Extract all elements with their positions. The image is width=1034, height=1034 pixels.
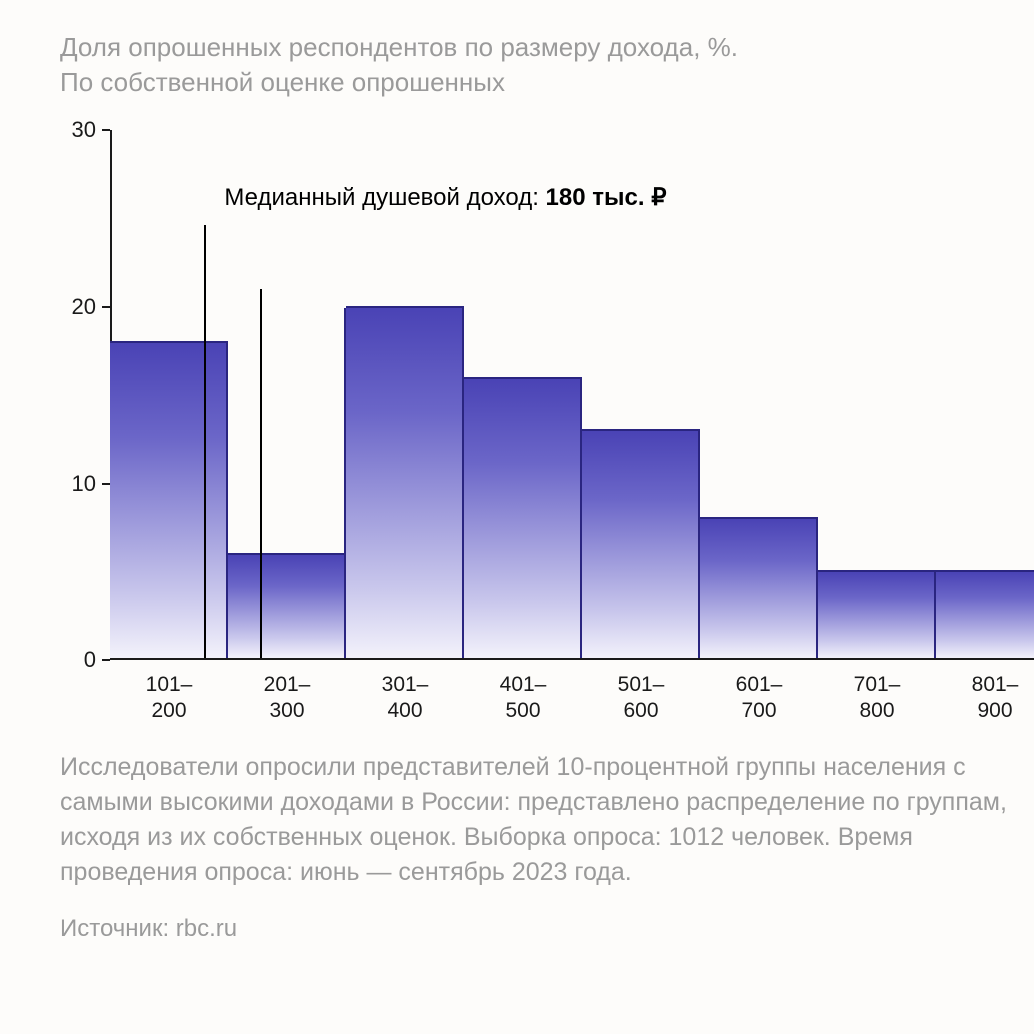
y-tick: [102, 306, 110, 308]
histogram-bar: [110, 341, 228, 658]
histogram-bar: [936, 570, 1034, 658]
histogram-bar: [818, 570, 936, 658]
x-tick-label: 301– 400: [382, 660, 429, 725]
title-line-2: По собственной оценке опрошенных: [60, 67, 505, 97]
histogram-bar: [582, 429, 700, 658]
bar-fill: [346, 308, 462, 658]
bar-fill: [700, 519, 816, 658]
bar-fill: [818, 572, 934, 658]
x-tick-label: 101– 200: [146, 660, 193, 725]
median-label-text: Медианный душевой доход:: [224, 184, 545, 211]
histogram-bar: [464, 377, 582, 659]
title-line-1: Доля опрошенных респондентов по размеру …: [60, 32, 738, 62]
x-tick-label: 701– 800: [854, 660, 901, 725]
bars-container: Медианный душевой доход: 180 тыс. ₽: [110, 130, 1034, 658]
y-tick: [102, 129, 110, 131]
bar-fill: [464, 379, 580, 659]
bar-fill: [582, 431, 698, 658]
median-annotation: Медианный душевой доход: 180 тыс. ₽: [224, 183, 666, 212]
source-label: Источник: rbc.ru: [60, 915, 1034, 943]
histogram-bar: [228, 553, 346, 659]
x-tick-label: 201– 300: [264, 660, 311, 725]
x-tick-label: 601– 700: [736, 660, 783, 725]
bar-fill: [228, 555, 344, 659]
median-line: [204, 225, 206, 658]
median-label-value: 180 тыс. ₽: [546, 184, 667, 211]
x-tick-label: 501– 600: [618, 660, 665, 725]
histogram-bar: [346, 306, 464, 658]
histogram-bar: [700, 517, 818, 658]
plot-area: Медианный душевой доход: 180 тыс. ₽ 0102…: [110, 130, 1034, 660]
chart: Медианный душевой доход: 180 тыс. ₽ 0102…: [60, 130, 1034, 730]
chart-title: Доля опрошенных респондентов по размеру …: [60, 30, 1034, 100]
x-tick-label: 801– 900: [972, 660, 1019, 725]
y-tick: [102, 659, 110, 661]
chart-description: Исследователи опросили представителей 10…: [60, 750, 1034, 890]
y-tick: [102, 483, 110, 485]
mean-line: [260, 289, 262, 659]
x-tick-label: 401– 500: [500, 660, 547, 725]
bar-fill: [110, 343, 226, 658]
bar-fill: [936, 572, 1034, 658]
